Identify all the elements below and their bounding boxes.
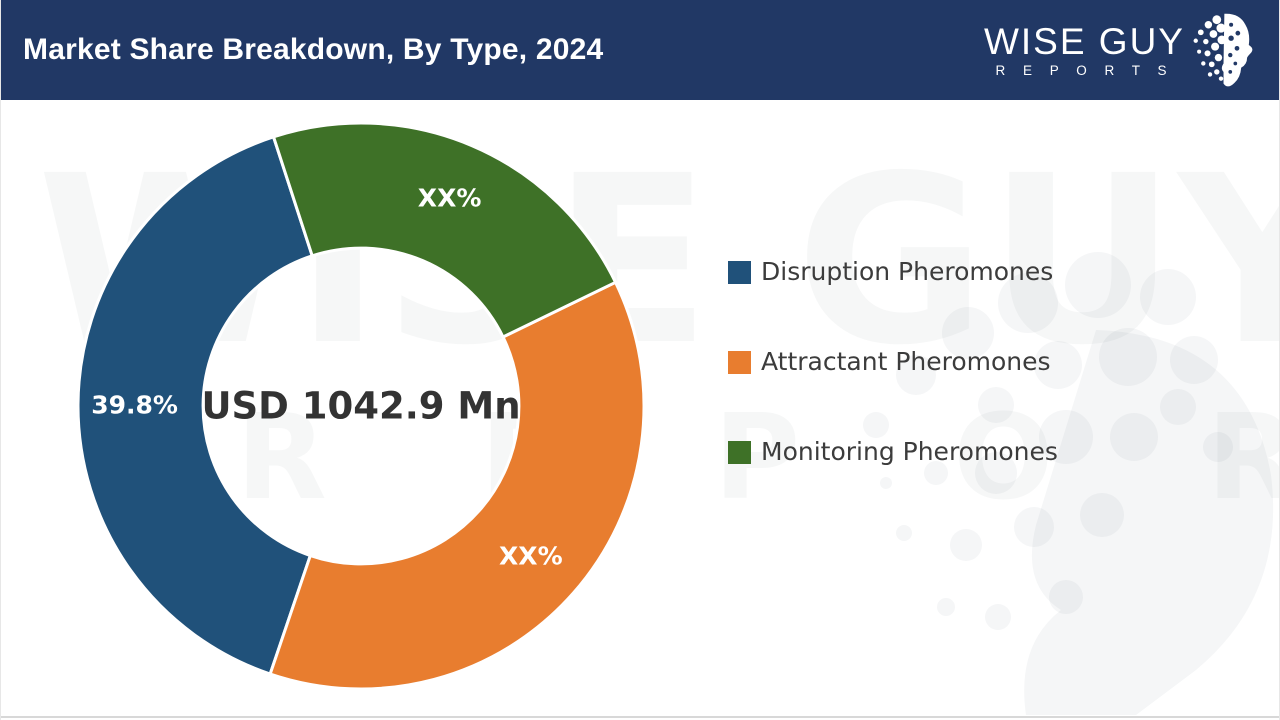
slice-percentage-label: XX% [499,542,563,571]
watermark-reports-text: R E P O R T S [236,388,1279,526]
chart-title: Market Share Breakdown, By Type, 2024 [23,33,604,66]
wise-guy-logo: WISE GUY R E P O R T S [984,6,1253,94]
legend-label: Monitoring Pheromones [761,437,1058,466]
donut-slice [268,280,646,691]
chart-center-value: USD 1042.9 Mn [201,384,521,428]
legend-item-monitoring: Monitoring Pheromones [728,437,1058,467]
donut-slice [272,121,618,339]
watermark-face-icon [863,252,1274,715]
logo-text: WISE GUY R E P O R T S [984,23,1185,78]
donut-slice [76,135,314,676]
logo-brand-text: WISE GUY [983,20,1185,62]
legend-swatch-disruption [728,260,751,284]
legend-swatch-attractant [728,350,751,374]
legend-item-disruption: Disruption Pheromones [728,257,1058,287]
legend-label: Disruption Pheromones [761,257,1054,286]
chart-area: WISE GUY R E P O R T S 39.8%XX%XX% [1,100,1279,718]
donut-chart: 39.8% XX% XX% [76,121,646,691]
logo-reports-text: R E P O R T S [995,62,1174,78]
slice-percentage-label: XX% [418,184,482,213]
legend-swatch-monitoring [728,440,751,464]
legend-label: Attractant Pheromones [761,347,1051,376]
logo-face-icon [1193,13,1253,87]
slice-percentage-label: 39.8% [91,391,178,420]
header-bar: Market Share Breakdown, By Type, 2024 WI… [1,0,1279,100]
legend: Disruption Pheromones Attractant Pheromo… [728,257,1058,527]
legend-item-attractant: Attractant Pheromones [728,347,1058,377]
